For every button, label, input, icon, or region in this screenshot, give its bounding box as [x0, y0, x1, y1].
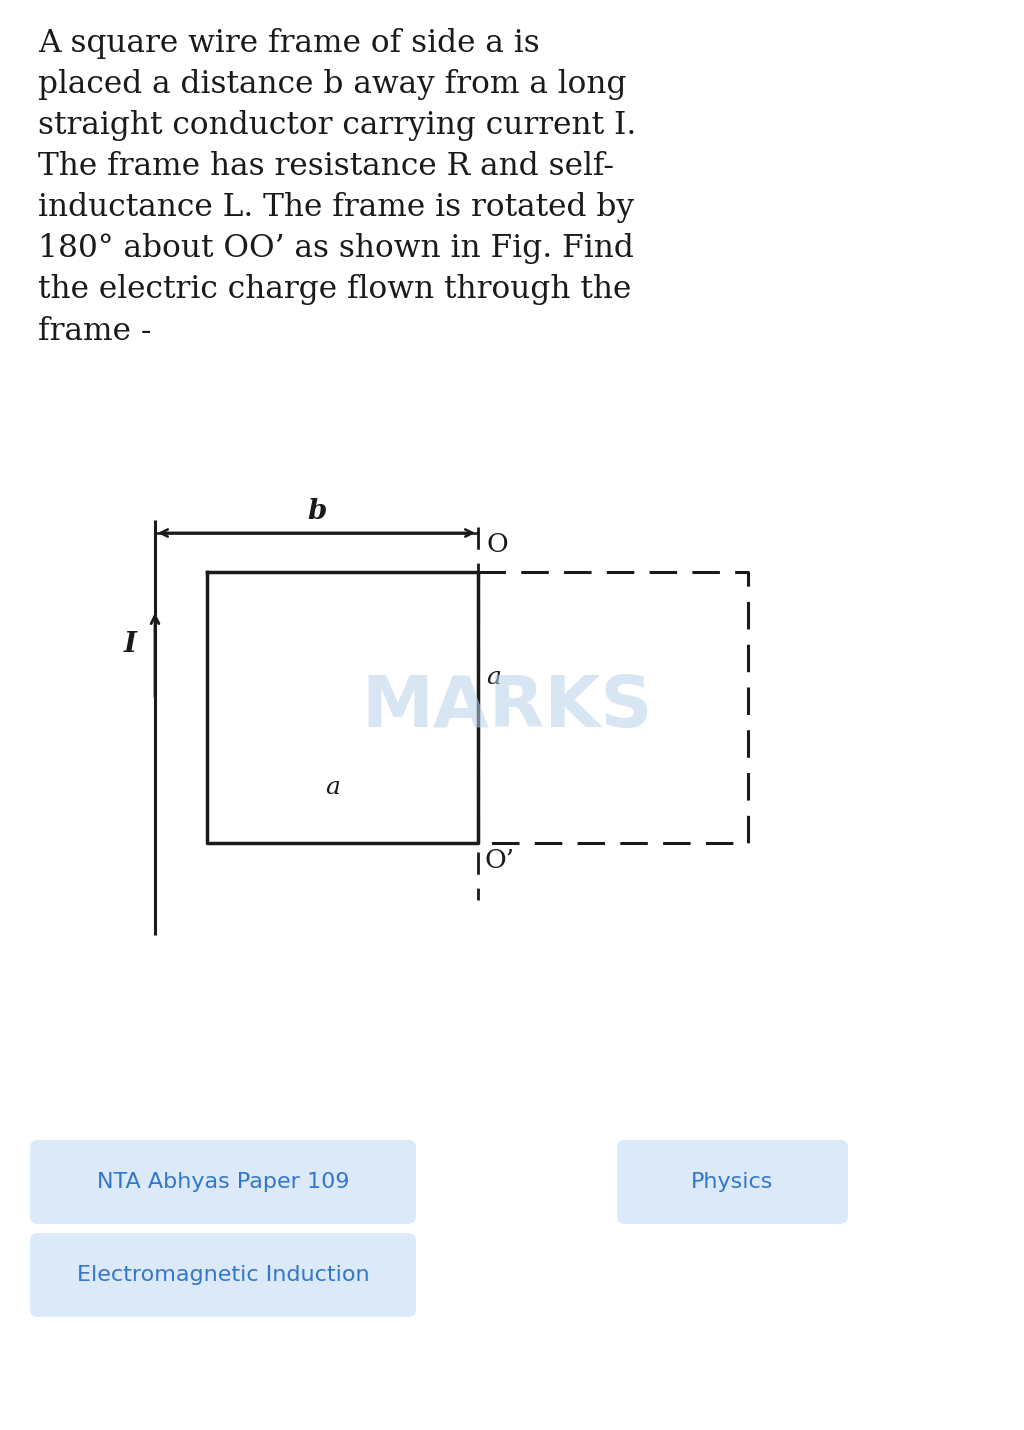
Text: a: a	[325, 776, 340, 799]
FancyBboxPatch shape	[30, 1140, 416, 1224]
Text: O’: O’	[484, 848, 514, 872]
Text: NTA Abhyas Paper 109: NTA Abhyas Paper 109	[96, 1173, 349, 1193]
Text: O: O	[486, 532, 508, 558]
Text: MARKS: MARKS	[361, 674, 653, 742]
FancyBboxPatch shape	[617, 1140, 848, 1224]
Text: Electromagnetic Induction: Electromagnetic Induction	[77, 1266, 370, 1286]
Text: b: b	[307, 498, 327, 525]
FancyBboxPatch shape	[30, 1233, 416, 1317]
Text: Physics: Physics	[691, 1173, 774, 1193]
Text: a: a	[486, 666, 501, 689]
Text: I: I	[124, 632, 137, 658]
Text: A square wire frame of side a is
placed a distance b away from a long
straight c: A square wire frame of side a is placed …	[38, 29, 636, 346]
